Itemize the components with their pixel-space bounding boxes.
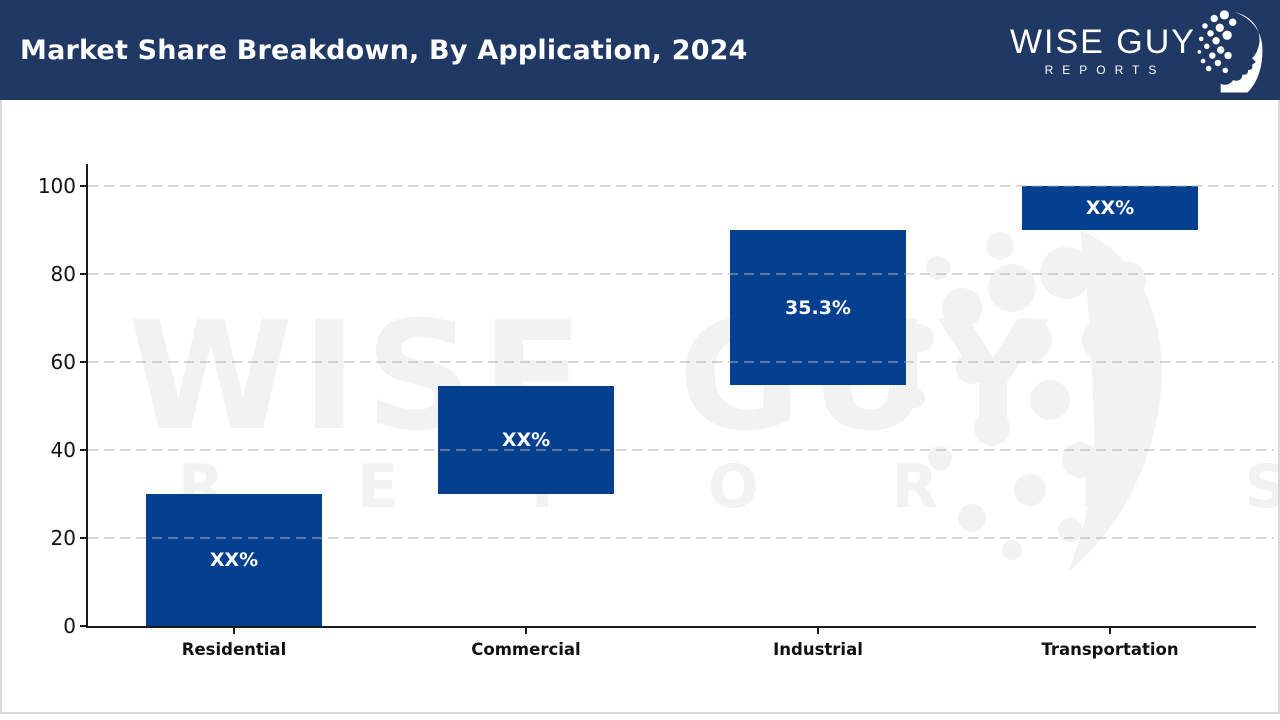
bar-label-residential: XX% [209, 549, 259, 571]
y-tick-label-40: 40 [50, 438, 76, 462]
y-tick-80 [80, 273, 88, 275]
gridline-100 [88, 185, 1274, 187]
bar-label-industrial: 35.3% [785, 296, 851, 319]
category-label-commercial: Commercial [471, 640, 581, 659]
category-label-residential: Residential [181, 640, 287, 659]
bar-transportation: XX% [1022, 186, 1198, 230]
x-tick-transportation [1109, 627, 1111, 634]
logo-wordmark-line1: WISE GUY [1009, 22, 1196, 61]
y-axis-line [86, 164, 88, 628]
x-tick-commercial [525, 627, 527, 634]
header-bar: Market Share Breakdown, By Application, … [0, 0, 1280, 100]
logo: WISE GUY REPORTS [1010, 6, 1266, 94]
y-tick-20 [80, 537, 88, 539]
y-tick-label-20: 20 [50, 526, 76, 550]
y-tick-60 [80, 361, 88, 363]
x-tick-residential [233, 627, 235, 634]
bar-label-transportation: XX% [1085, 197, 1135, 219]
category-label-transportation: Transportation [1041, 640, 1179, 659]
gridline-40 [88, 449, 1274, 451]
gridline-20 [88, 537, 1274, 539]
bar-industrial: 35.3% [730, 230, 906, 386]
bar-label-commercial: XX% [501, 429, 551, 452]
y-tick-label-80: 80 [50, 262, 76, 286]
y-tick-40 [80, 449, 88, 451]
gridline-60 [88, 361, 1274, 363]
bar-residential: XX% [146, 494, 322, 626]
gridline-80 [88, 273, 1274, 275]
logo-wordmark: WISE GUY REPORTS [1010, 24, 1196, 77]
category-label-industrial: Industrial [773, 640, 863, 659]
x-tick-industrial [817, 627, 819, 634]
y-tick-100 [80, 185, 88, 187]
logo-wordmark-line2: REPORTS [1044, 62, 1166, 77]
logo-head-icon [1197, 10, 1263, 93]
y-tick-label-60: 60 [50, 350, 76, 374]
y-tick-label-100: 100 [37, 174, 76, 198]
page-title: Market Share Breakdown, By Application, … [20, 34, 748, 66]
y-tick-0 [80, 625, 88, 627]
x-axis-line [88, 626, 1256, 628]
bar-commercial: XX% [438, 386, 614, 494]
watermark-head-icon [905, 230, 1162, 572]
y-tick-label-0: 0 [63, 614, 76, 638]
